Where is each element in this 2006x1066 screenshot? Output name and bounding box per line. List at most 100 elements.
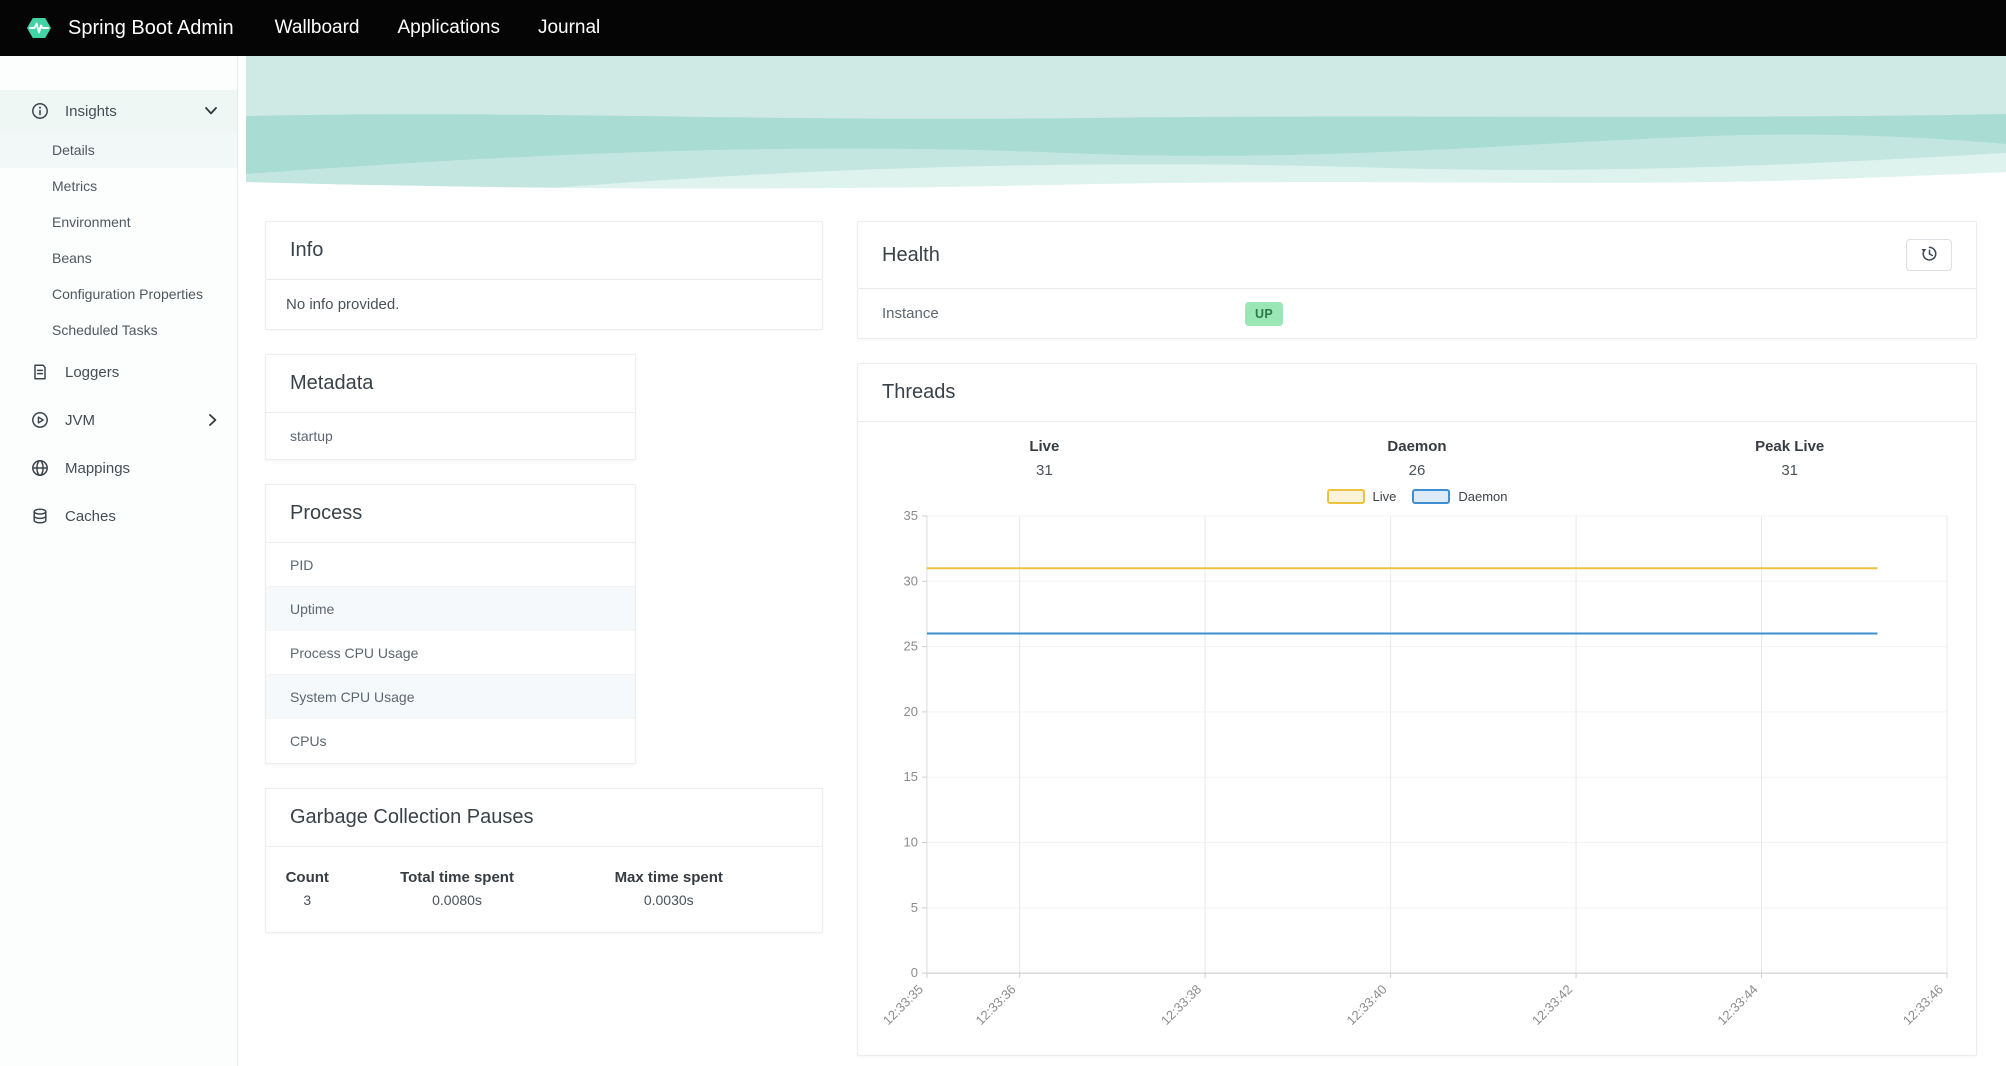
gc-column-count: Count	[285, 869, 329, 886]
svg-text:15: 15	[903, 769, 917, 784]
sidebar-item-label: Mappings	[65, 459, 131, 477]
gc-table: Count Total time spent Max time spent 3 …	[266, 863, 772, 914]
svg-text:20: 20	[903, 704, 917, 719]
gc-value-max-time: 0.0030s	[643, 892, 694, 908]
sidebar-item-label: Caches	[65, 507, 116, 525]
metadata-row-startup: startup	[290, 428, 333, 444]
svg-text:12:33:40: 12:33:40	[1343, 982, 1389, 1028]
health-instance-row: Instance UP	[858, 289, 1976, 338]
sidebar-item-environment[interactable]: Environment	[52, 214, 131, 230]
card-title: Garbage Collection Pauses	[290, 806, 534, 828]
main-nav: Wallboard Applications Journal	[256, 0, 620, 56]
stat-live: Live 31	[858, 438, 1231, 479]
svg-text:5: 5	[911, 900, 918, 915]
svg-text:25: 25	[903, 639, 917, 654]
nav-item-applications[interactable]: Applications	[397, 17, 500, 38]
info-circle-icon	[30, 102, 49, 121]
sidebar-item-insights[interactable]: Insights	[0, 90, 237, 132]
card-title: Process	[290, 502, 363, 524]
metadata-card: Metadata startup	[265, 354, 636, 460]
top-navbar: Spring Boot Admin Wallboard Applications…	[0, 0, 2006, 56]
process-row-uptime: Uptime	[266, 587, 635, 631]
sidebar-item-scheduled-tasks[interactable]: Scheduled Tasks	[52, 322, 158, 338]
brand[interactable]: Spring Boot Admin	[24, 15, 234, 41]
stat-label: Live	[1029, 438, 1060, 455]
thread-stats: Live 31 Daemon 26 Peak Live 31	[858, 422, 1976, 479]
svg-text:12:33:46: 12:33:46	[1900, 982, 1946, 1028]
gc-column-max-time: Max time spent	[614, 869, 723, 886]
stat-daemon: Daemon 26	[1231, 438, 1604, 479]
card-title: Health	[882, 243, 940, 266]
chart-legend: Live Daemon	[858, 489, 1976, 504]
card-title: Metadata	[290, 372, 374, 394]
sidebar-item-label: Insights	[65, 102, 117, 120]
legend-item: Daemon	[1412, 489, 1508, 504]
sidebar-item-caches[interactable]: Caches	[0, 492, 237, 540]
left-column: Info No info provided. Metadata startup …	[265, 221, 823, 957]
legend-swatch	[1326, 489, 1365, 504]
sidebar-item-metrics[interactable]: Metrics	[52, 178, 98, 194]
history-icon	[1920, 244, 1939, 266]
brand-title: Spring Boot Admin	[68, 16, 234, 39]
process-row-cpus: CPUs	[290, 733, 327, 749]
sidebar-item-loggers[interactable]: Loggers	[0, 348, 237, 396]
svg-text:30: 30	[903, 573, 917, 588]
sidebar-item-jvm[interactable]: JVM	[0, 396, 237, 444]
stat-value: 26	[1408, 462, 1426, 479]
gc-column-total-time: Total time spent	[400, 869, 514, 886]
process-row-pid: PID	[266, 543, 635, 587]
gc-value-total-time: 0.0080s	[432, 892, 482, 908]
instance-label: Instance	[882, 305, 939, 322]
sidebar-item-details[interactable]: Details	[0, 132, 237, 168]
database-icon	[30, 507, 49, 526]
stat-label: Peak Live	[1755, 438, 1825, 455]
svg-text:12:33:35: 12:33:35	[881, 982, 926, 1028]
card-title: Threads	[882, 381, 956, 403]
svg-text:35: 35	[903, 508, 917, 523]
sidebar-item-configuration-properties[interactable]: Configuration Properties	[52, 286, 203, 302]
stat-value: 31	[1781, 462, 1799, 479]
stat-value: 31	[1035, 462, 1053, 479]
info-empty-text: No info provided.	[286, 296, 400, 313]
process-row-system-cpu-usage: System CPU Usage	[266, 675, 635, 719]
gc-pauses-card: Garbage Collection Pauses Count Total ti…	[265, 788, 823, 933]
process-row-process-cpu-usage: Process CPU Usage	[266, 631, 635, 675]
right-column: Health	[857, 221, 1977, 1066]
sidebar-item-beans[interactable]: Beans	[52, 250, 92, 266]
legend-item: Live	[1326, 489, 1396, 504]
sidebar-item-mappings[interactable]: Mappings	[0, 444, 237, 492]
threads-card: Threads Live 31 Daemon 26 Peak Live 31	[857, 363, 1977, 1056]
insights-submenu: Details Metrics Environment Beans Config…	[0, 132, 237, 348]
svg-text:0: 0	[911, 965, 918, 980]
status-badge: UP	[1245, 301, 1283, 326]
health-history-button[interactable]	[1906, 239, 1952, 271]
svg-text:12:33:38: 12:33:38	[1158, 982, 1204, 1028]
sidebar-item-label: Loggers	[65, 363, 120, 381]
stat-peak-live: Peak Live 31	[1603, 438, 1976, 479]
health-card: Health	[857, 221, 1977, 339]
nav-item-journal[interactable]: Journal	[537, 17, 601, 38]
process-card: Process PID Uptime Process CPU Usage Sys…	[265, 484, 636, 764]
globe-icon	[30, 459, 49, 478]
chevron-down-icon	[205, 107, 217, 115]
file-text-icon	[30, 363, 49, 382]
threads-chart: 0 5 10 15 20 25 30 35 12:33:35 12:33:36 12:33:38 12…	[881, 508, 1948, 1028]
sidebar-item-label: JVM	[65, 411, 95, 429]
gc-value-count: 3	[303, 892, 312, 908]
svg-text:12:33:42: 12:33:42	[1529, 982, 1575, 1028]
svg-text:12:33:36: 12:33:36	[972, 982, 1018, 1028]
svg-text:10: 10	[903, 835, 917, 850]
wave-banner	[246, 56, 2006, 192]
nav-item-wallboard[interactable]: Wallboard	[274, 17, 360, 38]
table-row: 3 0.0080s 0.0030s	[266, 890, 772, 914]
stat-label: Daemon	[1387, 438, 1447, 455]
chevron-right-icon	[209, 414, 217, 426]
sidebar: Insights Details Metrics Environment Bea…	[0, 56, 238, 1066]
info-card: Info No info provided.	[265, 221, 823, 330]
threads-chart-area: 0 5 10 15 20 25 30 35 12:33:35 12:33:36 12:33:38 12…	[858, 504, 1976, 1055]
spring-boot-admin-logo-icon	[24, 15, 54, 41]
legend-swatch	[1412, 489, 1451, 504]
play-circle-icon	[30, 411, 49, 430]
card-title: Info	[290, 239, 324, 261]
svg-text:12:33:44: 12:33:44	[1714, 982, 1760, 1028]
